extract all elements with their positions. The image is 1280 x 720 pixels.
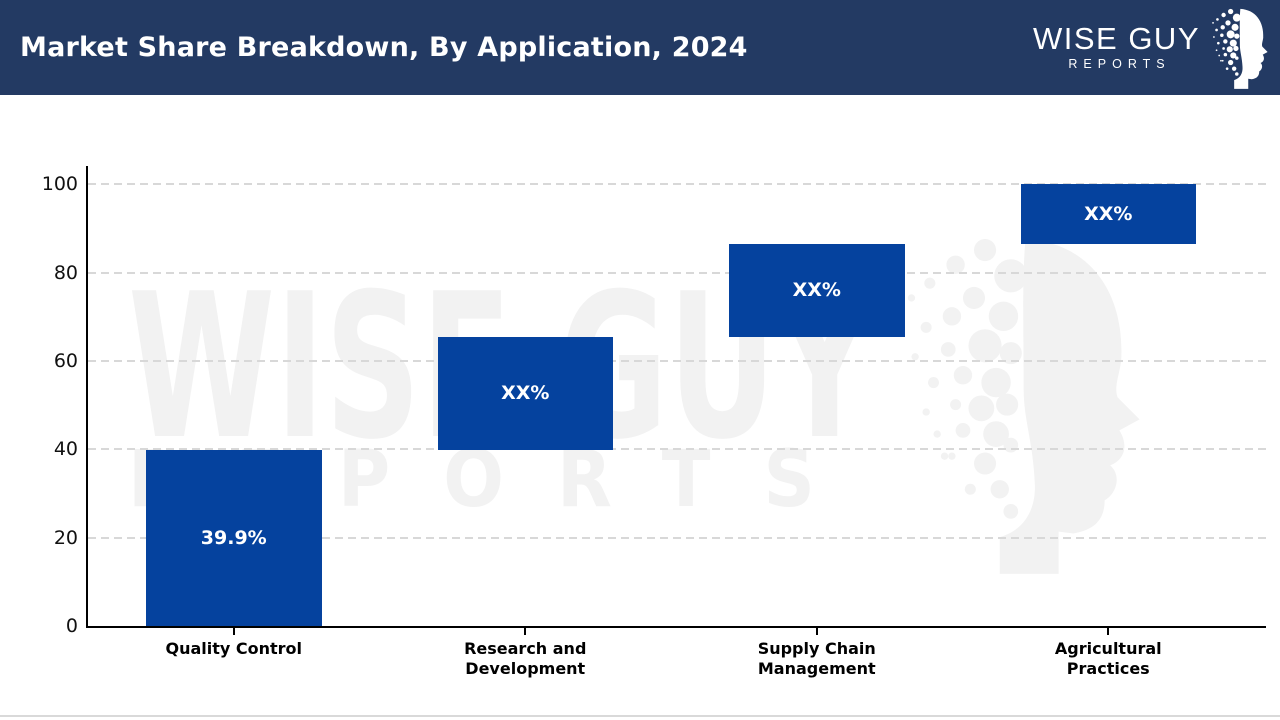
gridline [88, 271, 1266, 274]
y-axis-spine [86, 166, 88, 628]
y-axis-tick-label: 100 [41, 173, 78, 196]
x-axis-category-line: Supply Chain [757, 639, 876, 658]
gridline [88, 536, 1266, 539]
bar-segment [146, 449, 322, 626]
bottom-rule [0, 715, 1280, 717]
bar-segment [729, 243, 905, 337]
x-axis-category-line: Development [465, 659, 586, 678]
x-axis-tick [524, 628, 527, 635]
x-axis-category-label: Research and Development [380, 639, 670, 679]
brand-wordmark: WISE GUY REPORTS [1032, 21, 1200, 71]
x-axis-category-line: Agricultural [1054, 639, 1162, 658]
gridline [88, 183, 1266, 186]
brand-name: WISE GUY [1032, 21, 1200, 56]
x-axis-category-line: Practices [1066, 659, 1150, 678]
x-axis-category-line: Management [757, 659, 876, 678]
y-axis-tick-label: 80 [53, 261, 78, 284]
bar-value-label: XX% [792, 279, 841, 302]
bar-value-label: 39.9% [200, 526, 267, 549]
chart-title: Market Share Breakdown, By Application, … [20, 32, 748, 63]
x-axis-category-label: Supply Chain Management [672, 639, 962, 679]
x-axis-category-line: Quality Control [165, 639, 303, 658]
bar-segment [437, 336, 613, 450]
y-axis-tick-label: 0 [65, 615, 78, 637]
bar-value-label: XX% [1084, 203, 1133, 226]
watermark-head-icon [907, 239, 1140, 574]
x-axis-spine [86, 626, 1266, 628]
x-axis-category-line: Research and [464, 639, 587, 658]
brand-reports: REPORTS [1068, 57, 1171, 71]
bar-value-label: XX% [501, 382, 550, 405]
y-axis-tick-label: 40 [53, 438, 78, 461]
x-axis-tick [815, 628, 818, 635]
y-axis-tick-label: 20 [53, 526, 78, 549]
x-axis-category-label: Agricultural Practices [963, 639, 1253, 679]
gridline [88, 448, 1266, 451]
y-axis-tick-label: 60 [53, 349, 78, 372]
gridline [88, 359, 1266, 362]
x-axis-tick [232, 628, 235, 635]
brand-head-icon [1212, 8, 1268, 89]
bar-segment [1020, 184, 1196, 244]
brand-logo: WISE GUY REPORTS [1033, 6, 1280, 90]
header: Market Share Breakdown, By Application, … [0, 0, 1280, 95]
x-axis-category-label: Quality Control [89, 639, 379, 659]
x-axis-tick [1107, 628, 1110, 635]
